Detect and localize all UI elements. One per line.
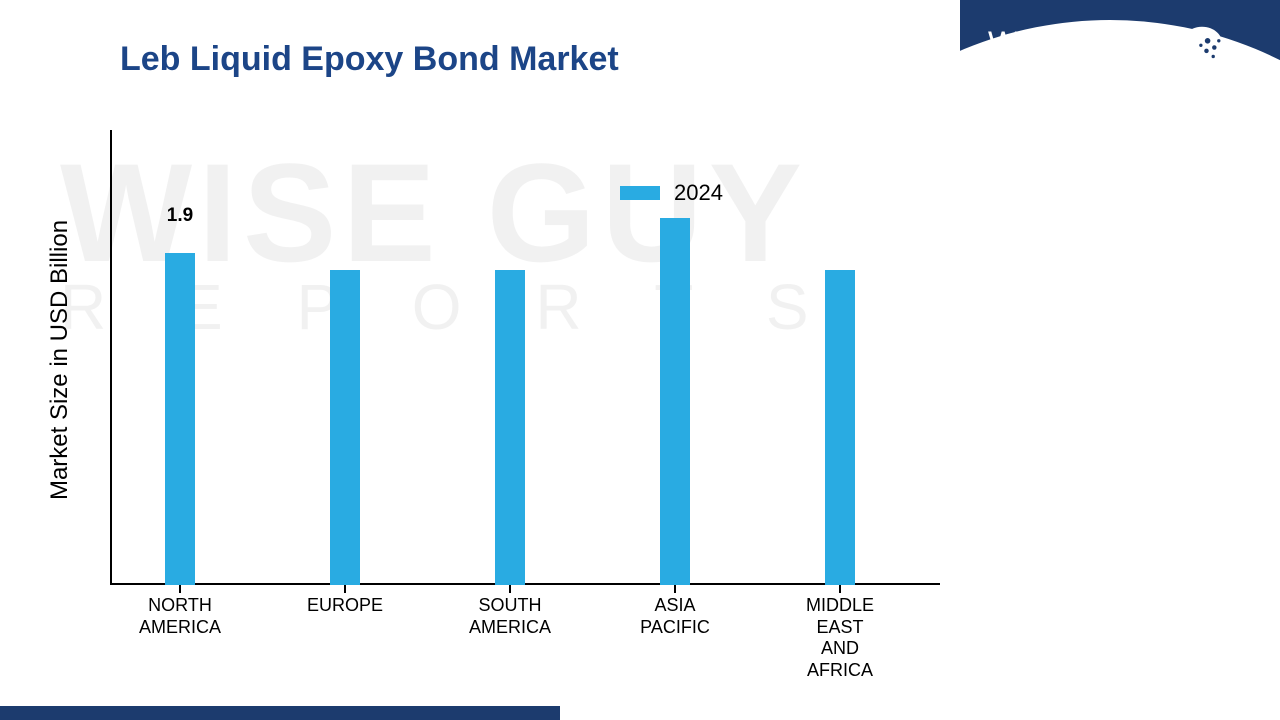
brand-logo-text: WISE GUY REPORTS — [988, 27, 1164, 77]
x-tick — [509, 585, 511, 593]
legend: 2024 — [620, 180, 723, 206]
chart-canvas: WISE GUY R E P O R T S Leb Liquid Epoxy … — [0, 0, 1280, 720]
right-band-circle — [960, 20, 1280, 720]
x-tick-label: EUROPE — [307, 595, 383, 617]
y-axis-label: Market Size in USD Billion — [46, 220, 74, 500]
x-axis-line — [110, 583, 940, 585]
bar — [660, 218, 690, 586]
x-tick-label: SOUTH AMERICA — [469, 595, 551, 638]
legend-label: 2024 — [674, 180, 723, 206]
chart-title: Leb Liquid Epoxy Bond Market — [120, 40, 619, 79]
brand-logo: WISE GUY REPORTS — [988, 24, 1248, 80]
plot-area: 2024 NORTH AMERICA1.9EUROPESOUTH AMERICA… — [110, 130, 940, 585]
bottom-strip — [0, 706, 560, 720]
brand-logo-sub: REPORTS — [988, 61, 1164, 77]
bar — [495, 270, 525, 585]
x-tick — [179, 585, 181, 593]
bar — [825, 270, 855, 585]
y-axis-line — [110, 130, 112, 585]
x-tick-label: ASIA PACIFIC — [640, 595, 710, 638]
bar-value-label: 1.9 — [167, 205, 193, 227]
x-tick — [839, 585, 841, 593]
x-tick-label: NORTH AMERICA — [139, 595, 221, 638]
x-tick — [344, 585, 346, 593]
x-tick — [674, 585, 676, 593]
legend-swatch — [620, 186, 660, 200]
bar — [330, 270, 360, 585]
brand-logo-main: WISE GUY — [988, 27, 1164, 59]
right-decor-band — [960, 0, 1280, 720]
x-tick-label: MIDDLE EAST AND AFRICA — [806, 595, 874, 681]
bar — [165, 253, 195, 586]
head-icon — [1174, 24, 1230, 80]
